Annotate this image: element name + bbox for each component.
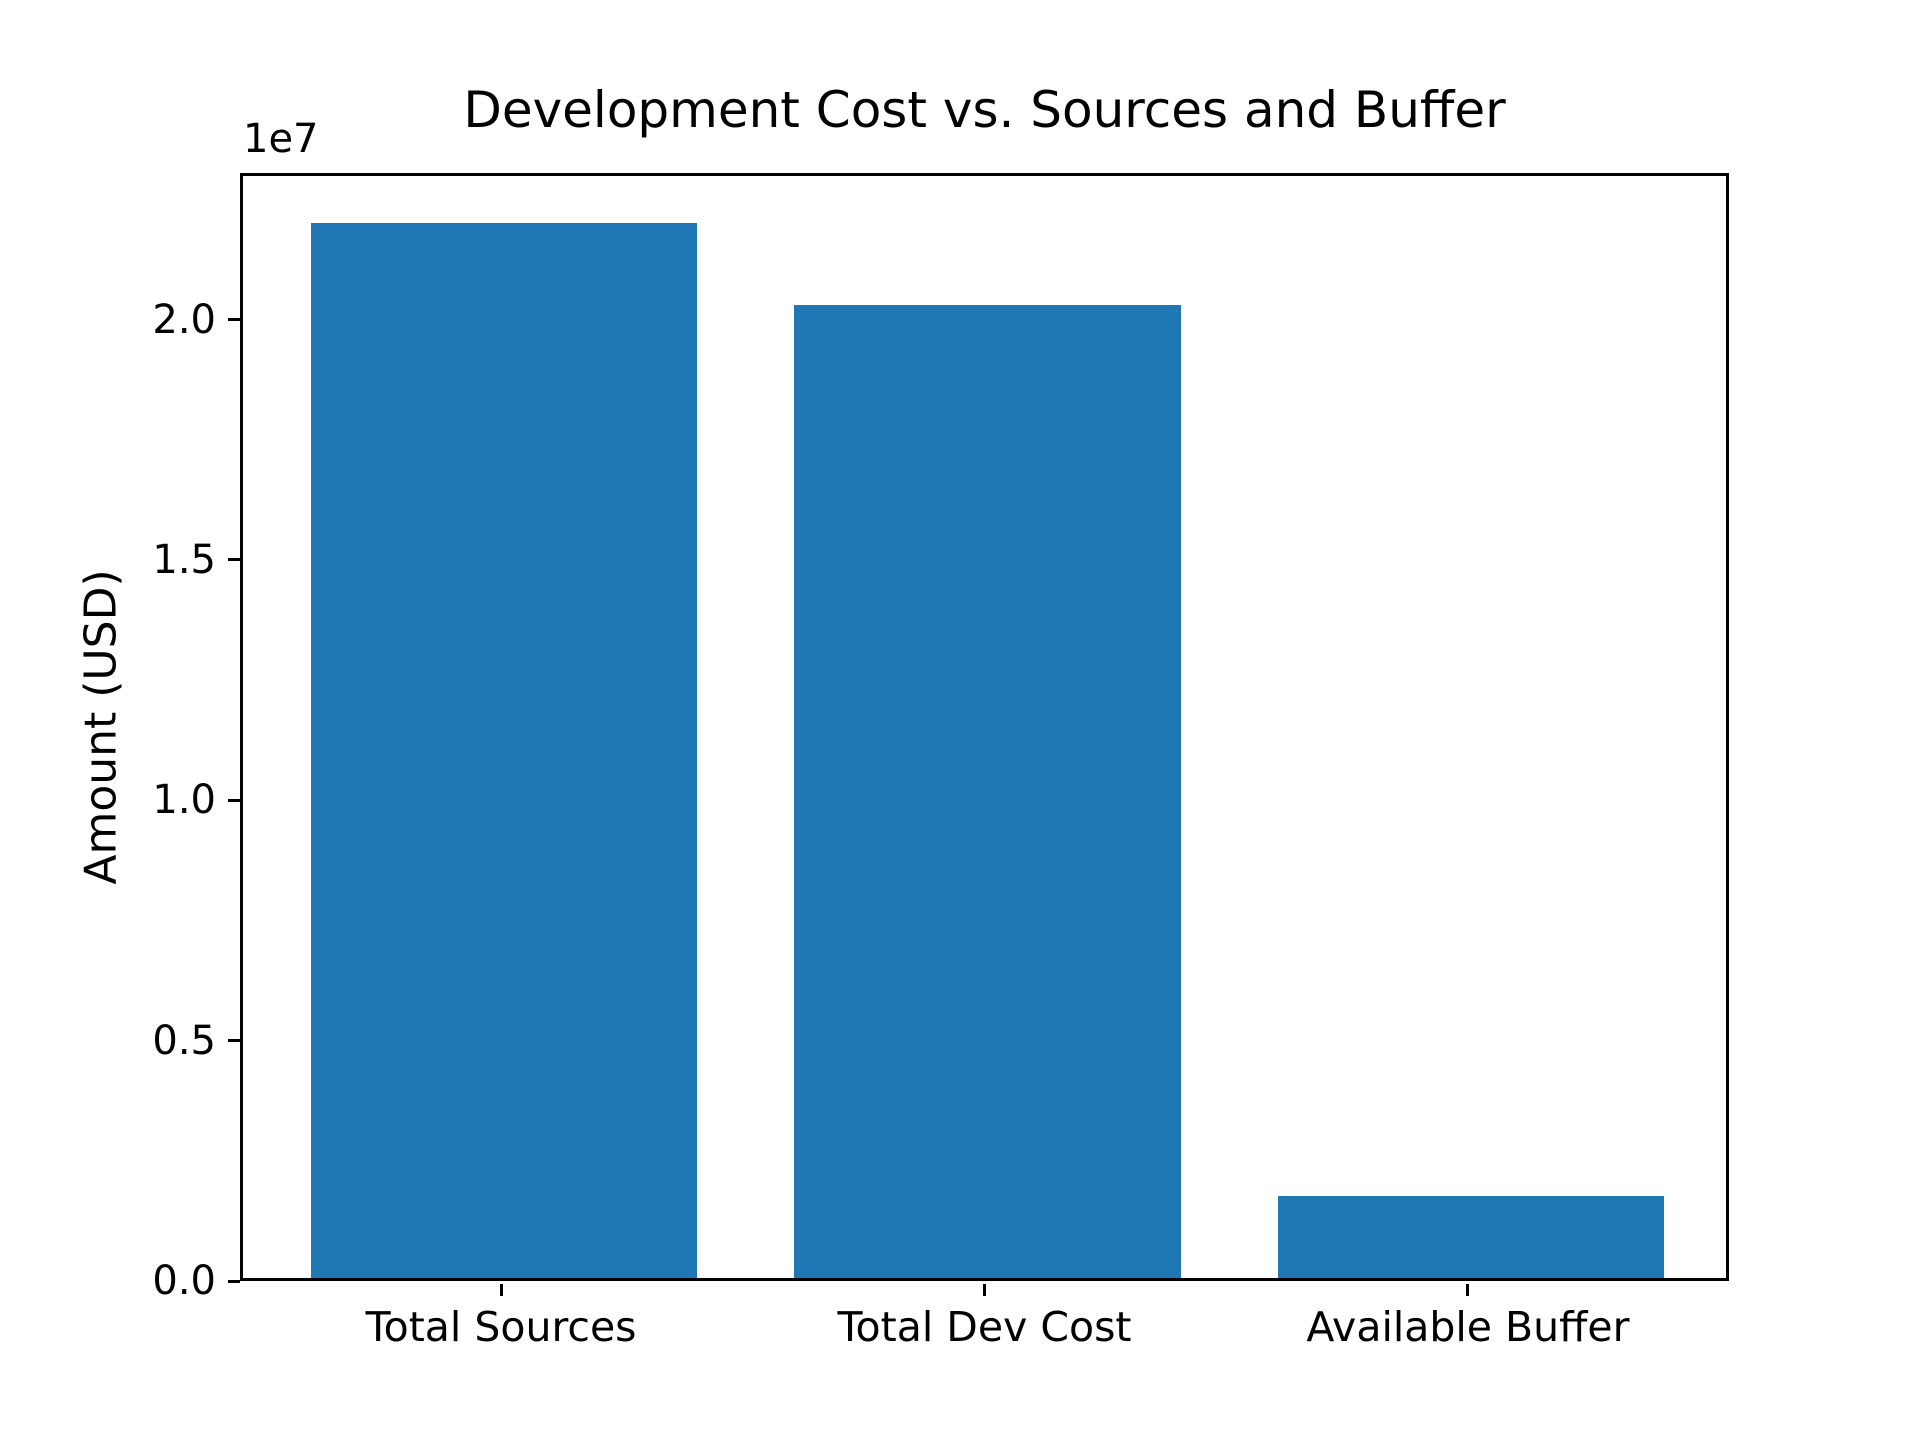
- plot-area: [240, 173, 1729, 1281]
- y-tick-label: 1.5: [152, 536, 216, 583]
- y-tick-mark: [228, 558, 240, 562]
- x-tick-mark: [499, 1284, 503, 1296]
- x-tick-label: Available Buffer: [1306, 1303, 1630, 1351]
- x-tick-mark: [983, 1284, 986, 1296]
- y-tick-mark: [228, 318, 240, 321]
- y-tick-label: 0.5: [152, 1017, 216, 1064]
- y-tick-mark: [228, 1039, 240, 1043]
- x-tick-label: Total Dev Cost: [837, 1303, 1132, 1351]
- bar: [310, 222, 698, 1278]
- chart-title: Development Cost vs. Sources and Buffer: [463, 81, 1506, 139]
- bar: [794, 304, 1181, 1278]
- y-axis-offset-text: 1e7: [243, 116, 319, 162]
- y-tick-mark: [228, 798, 240, 802]
- y-axis-label: Amount (USD): [75, 569, 127, 885]
- x-tick-mark: [1466, 1284, 1470, 1296]
- y-tick-label: 0.0: [152, 1258, 216, 1304]
- x-tick-label: Total Sources: [365, 1303, 637, 1351]
- y-tick-label: 1.0: [152, 777, 216, 824]
- bar: [1277, 1196, 1665, 1278]
- y-tick-mark: [228, 1279, 240, 1283]
- y-tick-label: 2.0: [152, 296, 216, 343]
